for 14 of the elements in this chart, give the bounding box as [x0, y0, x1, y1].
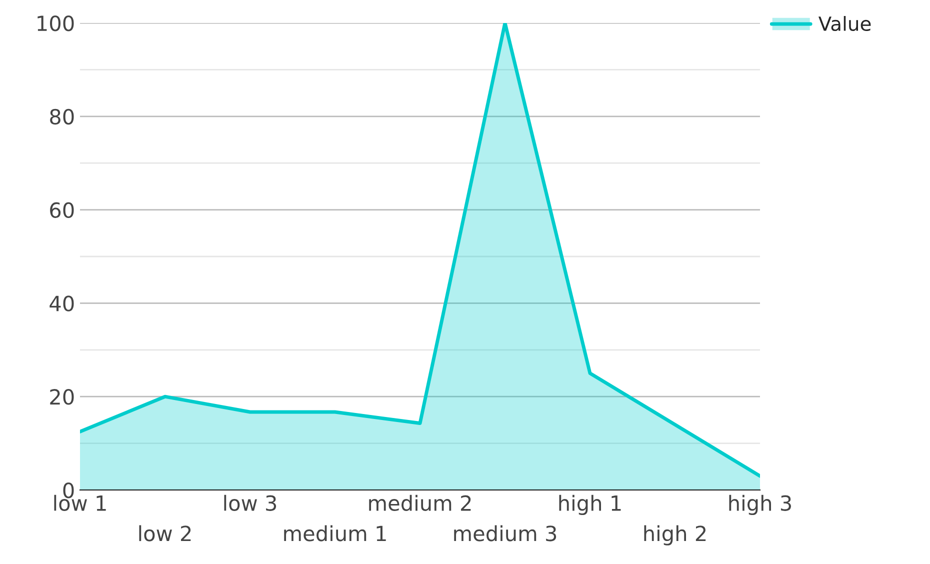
- x-tick-label: high 2: [644, 525, 706, 546]
- y-tick-label: 100: [38, 15, 74, 32]
- y-tick-label: 60: [50, 202, 74, 218]
- x-tick-label: medium 3: [454, 525, 556, 542]
- y-tick-label: 20: [50, 389, 74, 405]
- x-tick-label: medium 2: [369, 494, 471, 511]
- x-tick-label: high 1: [559, 494, 621, 516]
- x-tick-label: medium 1: [284, 525, 386, 542]
- y-tick-label: 40: [50, 296, 74, 312]
- x-tick-label: low 2: [139, 525, 191, 542]
- x-tick-label: low 3: [224, 494, 276, 511]
- x-tick-label: high 3: [729, 494, 791, 516]
- legend-label: Value: [818, 16, 871, 32]
- y-tick-label: 80: [50, 108, 74, 125]
